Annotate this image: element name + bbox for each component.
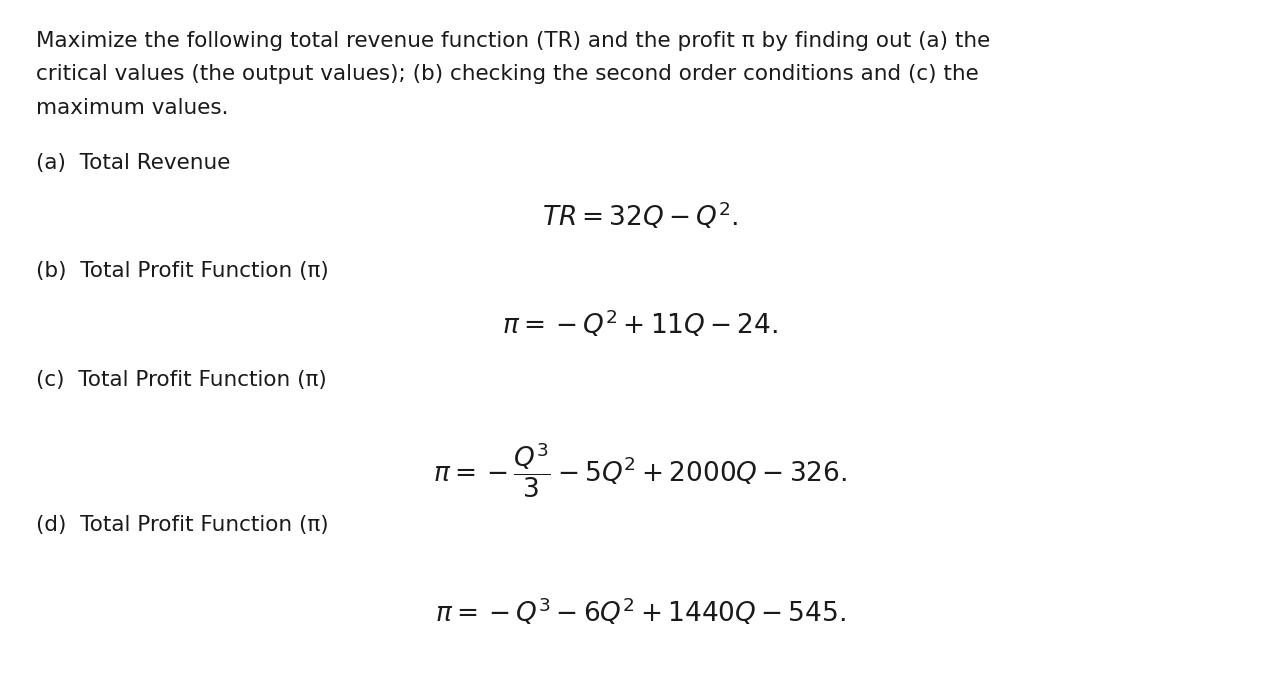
Text: $\pi = -\dfrac{Q^3}{3} - 5Q^2 + 2000Q - 326.$: $\pi = -\dfrac{Q^3}{3} - 5Q^2 + 2000Q - … — [433, 441, 847, 500]
Text: critical values (the output values); (b) checking the second order conditions an: critical values (the output values); (b)… — [36, 64, 979, 84]
Text: $TR = 32Q - Q^2.$: $TR = 32Q - Q^2.$ — [541, 200, 739, 231]
Text: (b)  Total Profit Function (π): (b) Total Profit Function (π) — [36, 261, 329, 281]
Text: $\pi = -Q^3 - 6Q^2 + 1440Q - 545.$: $\pi = -Q^3 - 6Q^2 + 1440Q - 545.$ — [435, 597, 845, 628]
Text: maximum values.: maximum values. — [36, 98, 228, 118]
Text: (a)  Total Revenue: (a) Total Revenue — [36, 153, 230, 172]
Text: (d)  Total Profit Function (π): (d) Total Profit Function (π) — [36, 515, 329, 535]
Text: Maximize the following total revenue function (TR) and the profit π by finding o: Maximize the following total revenue fun… — [36, 31, 991, 50]
Text: $\pi = -Q^2 + 11Q - 24.$: $\pi = -Q^2 + 11Q - 24.$ — [502, 308, 778, 340]
Text: (c)  Total Profit Function (π): (c) Total Profit Function (π) — [36, 370, 326, 389]
